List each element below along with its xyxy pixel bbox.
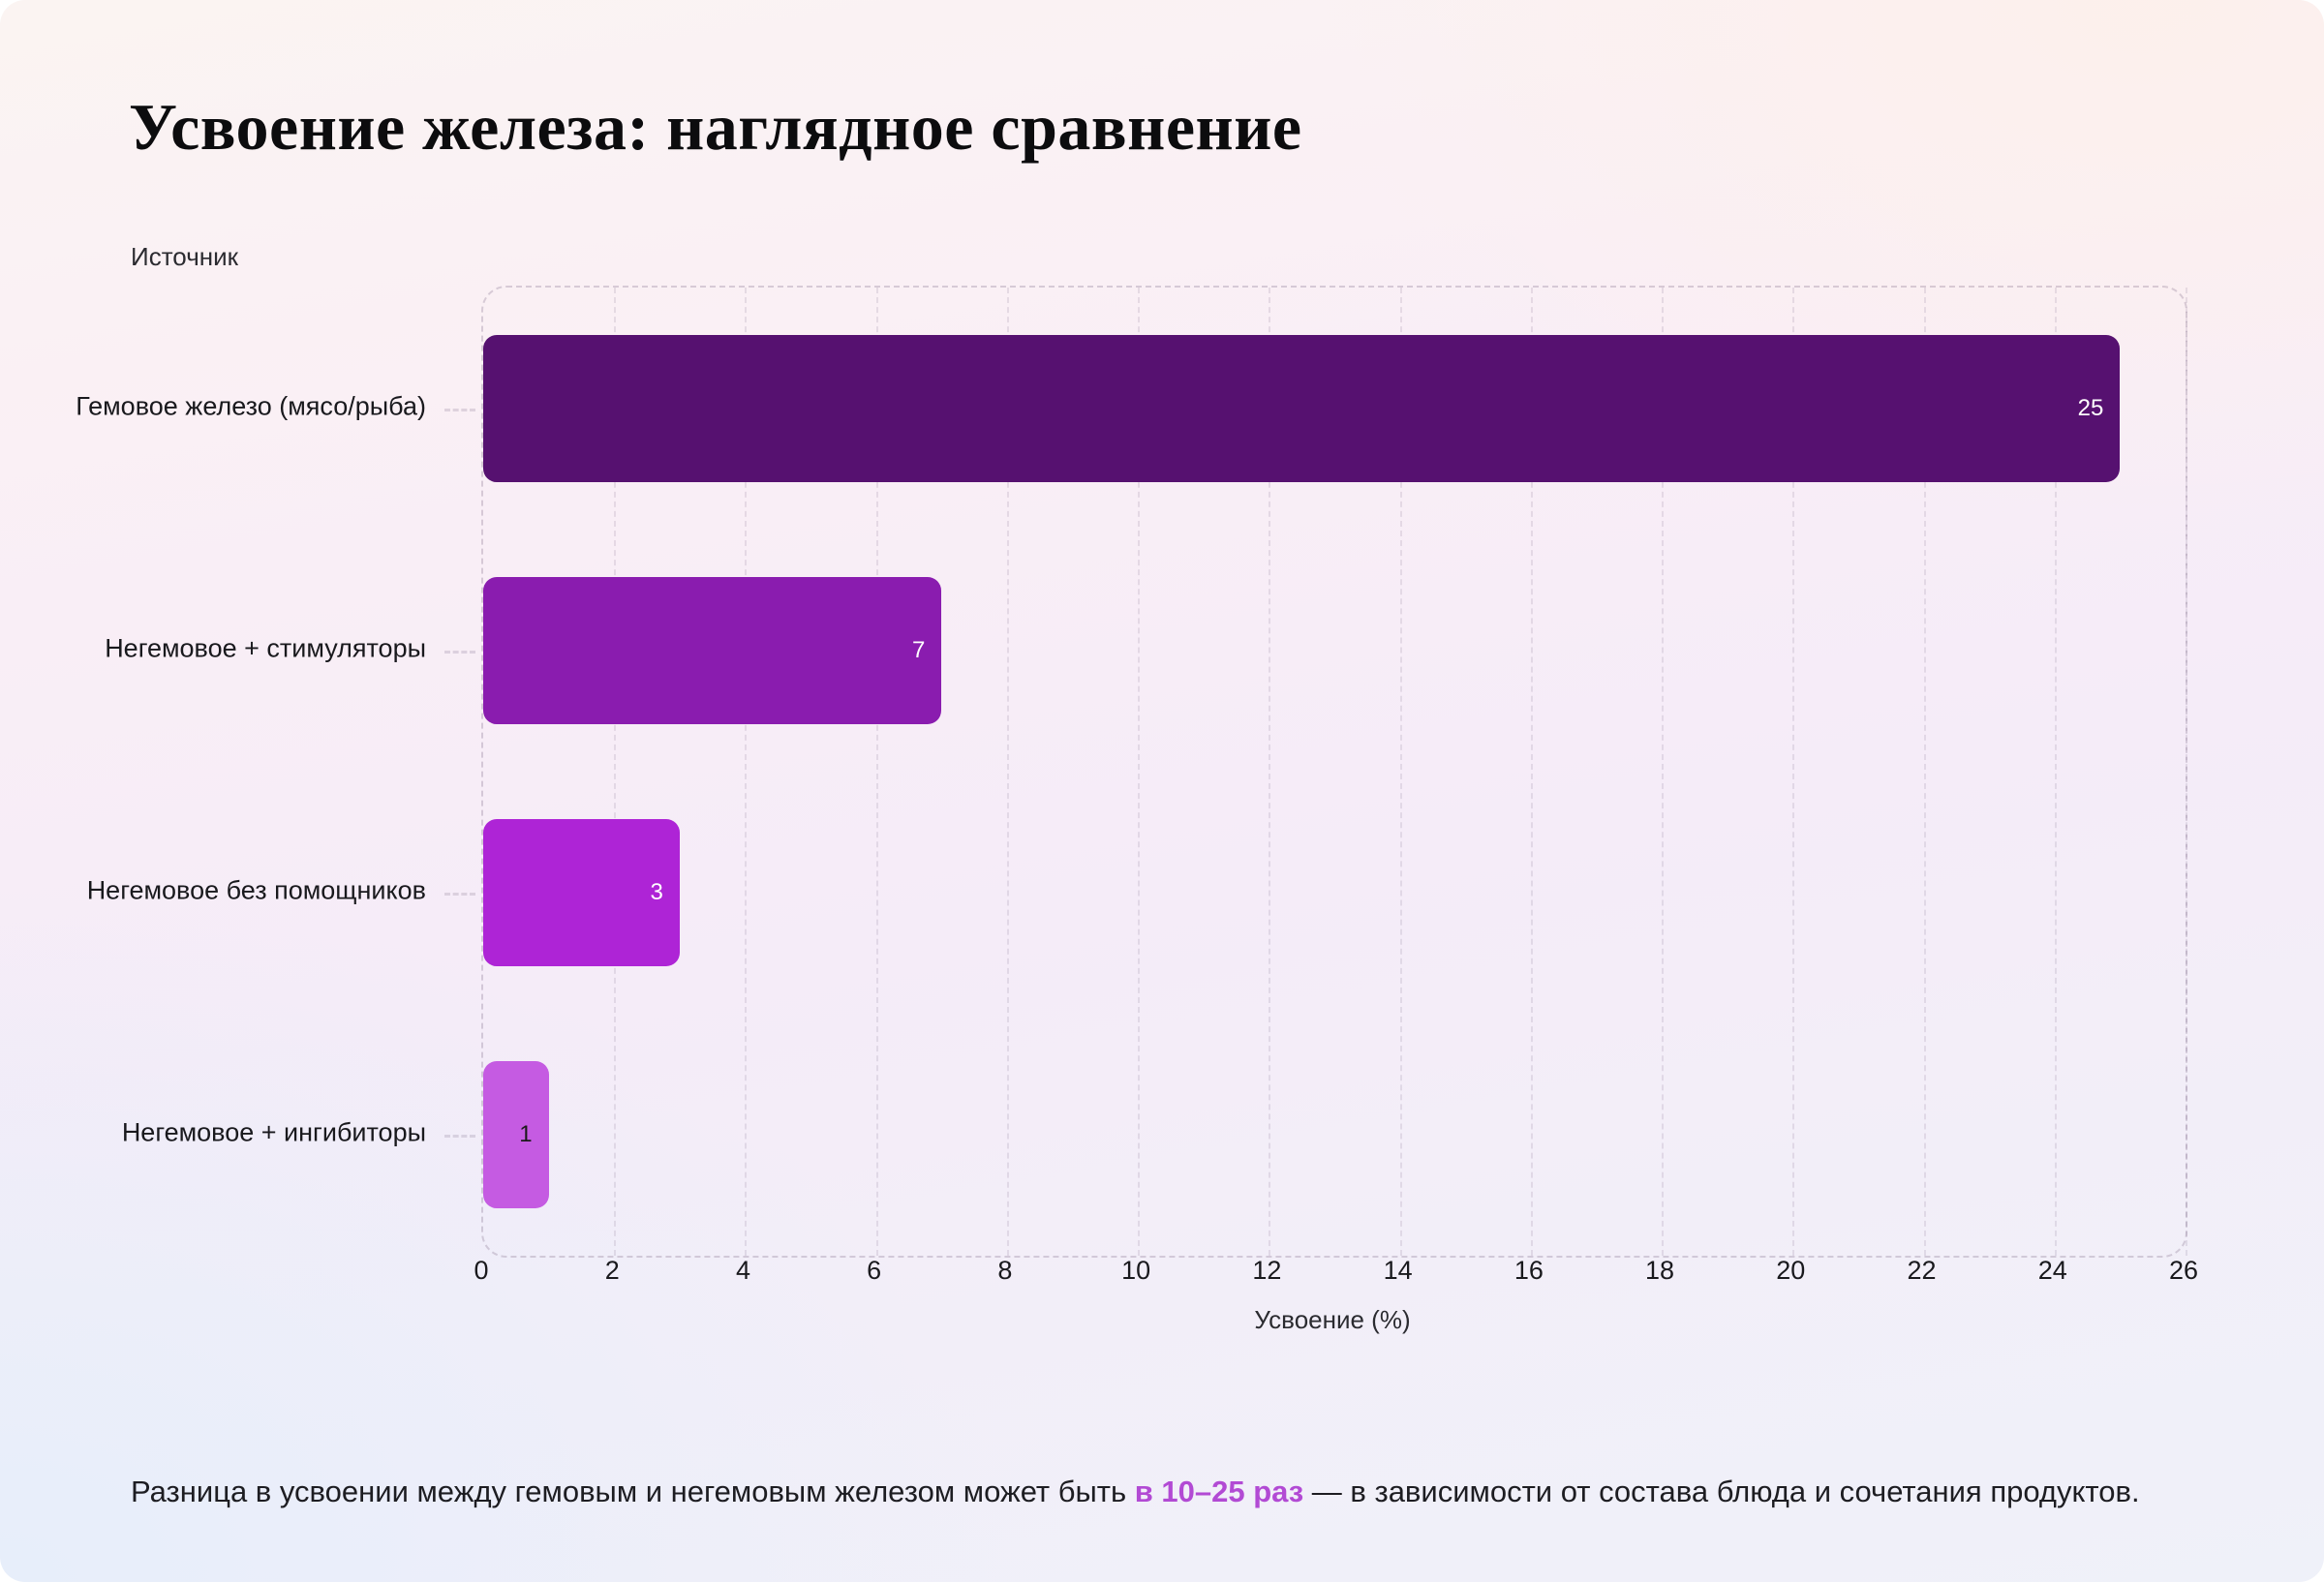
y-tick-stub-4 [444,1135,475,1138]
bar-value-label-2: 7 [911,637,926,663]
bar-value-label-1: 25 [2077,395,2104,421]
x-tick-labels: 0 2 4 6 8 10 12 14 16 18 20 22 24 26 [474,1256,2198,1294]
category-label-2: Негемовое + стимуляторы [105,633,426,663]
gridline-x-26 [2186,288,2187,1256]
gridline-x-6 [875,288,878,1256]
gridline-x-12 [1269,288,1271,1256]
x-tick-label-26: 26 [2168,1256,2199,1285]
gridline-x-22 [1923,288,1926,1256]
gridline-x-24 [2054,288,2057,1256]
x-tick-label-20: 20 [1776,1256,1806,1285]
x-tick-label-16: 16 [1514,1256,1544,1285]
x-tick-label-24: 24 [2037,1256,2067,1285]
category-label-4: Негемовое + ингибиторы [121,1117,426,1147]
caption-text-start: Разница в усвоении между гемовым и негем… [131,1475,1135,1508]
caption-text-end: — в зависимости от состава блюда и сочет… [1303,1475,2140,1508]
bar-3: 3 [483,819,680,966]
gridline-x-4 [745,288,748,1256]
bar-1: 25 [483,335,2121,482]
bar-value-label-4: 1 [519,1121,533,1147]
y-tick-stub-2 [444,651,475,654]
x-tick-label-10: 10 [1121,1256,1151,1285]
plot-area: 25 7 3 1 [444,286,2187,1258]
x-tick-label-12: 12 [1252,1256,1282,1285]
y-axis-title: Источник [131,242,238,271]
x-tick-label-0: 0 [474,1256,489,1285]
gridline-x-16 [1530,288,1533,1256]
category-labels: Гемовое железо (мясо/рыба) Негемовое + ст… [0,286,452,1254]
x-tick-label-18: 18 [1645,1256,1675,1285]
x-axis-title: Усвоение (%) [1254,1305,1411,1334]
category-label-1: Гемовое железо (мясо/рыба) [76,391,426,421]
x-tick-label-2: 2 [604,1256,620,1285]
bar-4: 1 [483,1061,549,1208]
gridline-x-18 [1662,288,1665,1256]
x-tick-label-22: 22 [1907,1256,1937,1285]
gridline-x-10 [1138,288,1141,1256]
caption: Разница в усвоении между гемовым и негем… [131,1475,2203,1509]
x-tick-label-14: 14 [1383,1256,1413,1285]
gridline-x-8 [1006,288,1009,1256]
bar-2: 7 [483,577,942,724]
bar-value-label-3: 3 [650,879,663,905]
caption-highlight: в 10–25 раз [1134,1475,1304,1508]
x-tick-label-6: 6 [867,1256,882,1285]
category-label-3: Негемовое без помощников [86,875,426,905]
gridline-x-14 [1399,288,1402,1256]
gridline-x-2 [614,288,617,1256]
gridline-x-20 [1792,288,1795,1256]
y-tick-stub-3 [444,893,475,896]
y-tick-stub-1 [444,409,475,411]
x-tick-label-8: 8 [997,1256,1013,1285]
page-title: Усвоение железа: наглядное сравнение [129,90,1302,164]
x-tick-label-4: 4 [735,1256,750,1285]
